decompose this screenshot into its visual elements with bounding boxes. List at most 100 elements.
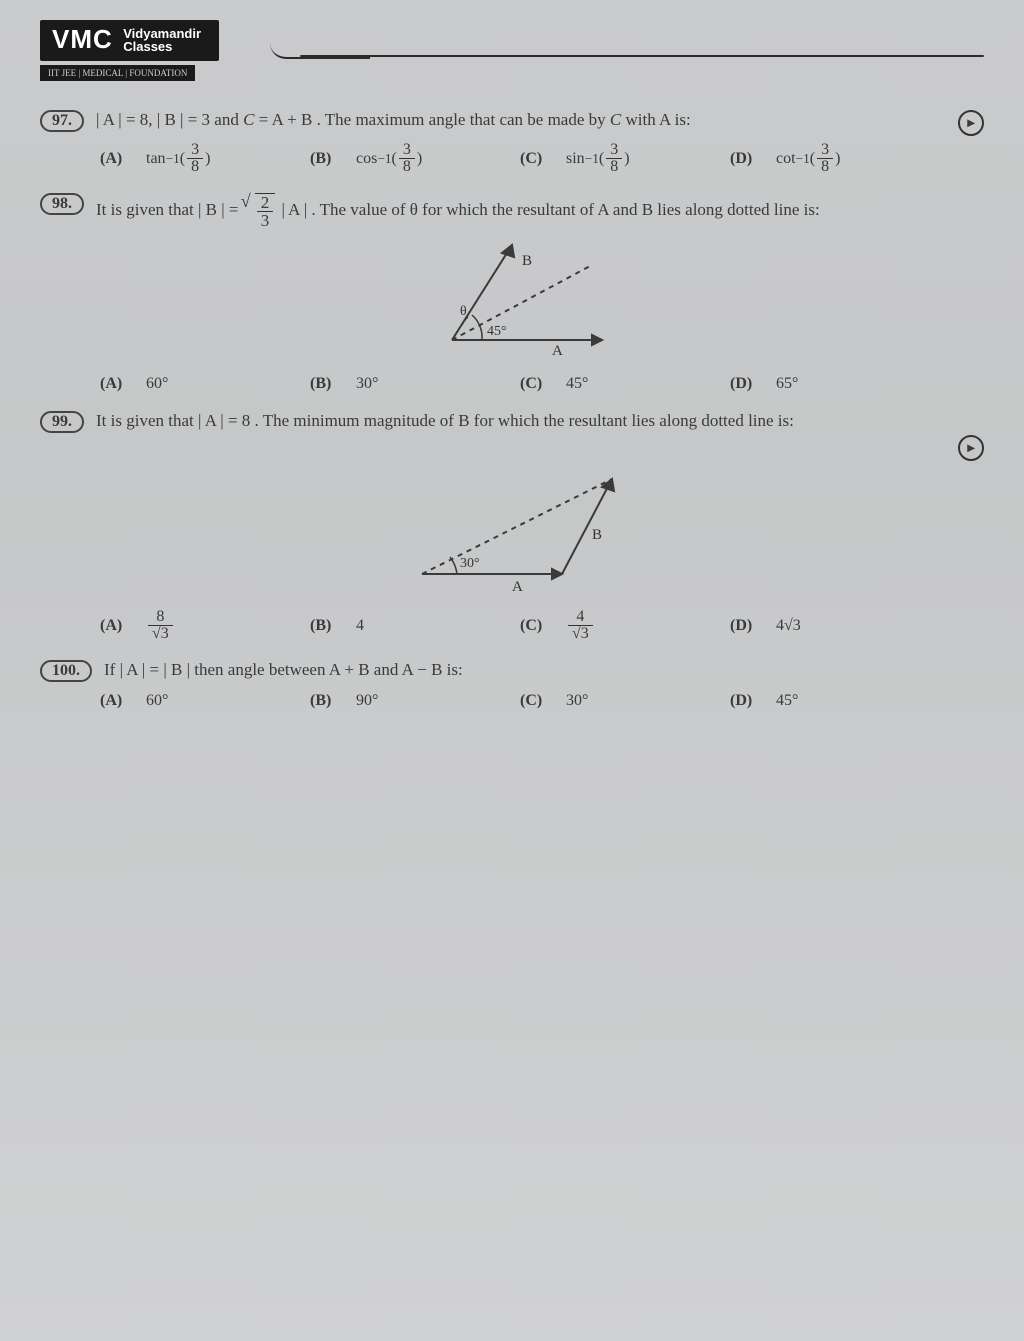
opt-val: 60° <box>146 375 168 393</box>
frac-den: 8 <box>817 159 833 175</box>
q97-vecC2: C <box>610 110 621 129</box>
fraction: 3 8 <box>187 142 203 175</box>
q99-opt-B: (B) 4 <box>310 617 480 635</box>
opt-label: (C) <box>520 150 548 168</box>
opt-val: 4 <box>356 617 364 635</box>
frac-den: 8 <box>187 159 203 175</box>
opt-label: (A) <box>100 375 128 393</box>
header-rule <box>300 55 984 57</box>
frac-num: 3 <box>817 142 833 159</box>
opt-val: 65° <box>776 375 798 393</box>
diagram-B-label: B <box>592 527 602 543</box>
question-97: ▸ 97. | A | = 8, | B | = 3 and C = A + B… <box>40 110 984 175</box>
opt-val: 45° <box>776 692 798 710</box>
opt-label: (C) <box>520 692 548 710</box>
opt-val: 4√3 <box>776 617 801 635</box>
frac-den: 8 <box>606 159 622 175</box>
q99-number: 99. <box>40 411 84 433</box>
opt-label: (D) <box>730 617 758 635</box>
q98-opt-C: (C) 45° <box>520 375 690 393</box>
logo-main: VMC <box>52 24 113 55</box>
diagram-A-label: A <box>552 343 563 359</box>
opt-label: (D) <box>730 692 758 710</box>
q98-opt-A: (A) 60° <box>100 375 270 393</box>
opt-fn: sin <box>566 150 585 168</box>
frac-num: 8 <box>148 609 173 626</box>
opt-label: (A) <box>100 617 128 635</box>
q98-diagram: B A 45° θ <box>402 235 622 365</box>
q99-options: (A) 8 √3 (B) 4 (C) 4 √3 (D) 4√3 <box>100 609 984 642</box>
opt-val: 90° <box>356 692 378 710</box>
q100-opt-A: (A) 60° <box>100 692 270 710</box>
opt-fn: tan <box>146 150 166 168</box>
fraction: 4 √3 <box>568 609 593 642</box>
fraction: 2 3 <box>255 193 276 229</box>
q97-opt-D: (D) cot−1 ( 3 8 ) <box>730 142 900 175</box>
logo-tagline: IIT JEE | MEDICAL | FOUNDATION <box>40 65 195 81</box>
q98-text-b: | A | . The value of θ for which the res… <box>281 200 819 219</box>
frac-den: √3 <box>568 626 593 642</box>
diagram-theta-label: θ <box>460 304 467 319</box>
question-99: ▸ 99. It is given that | A | = 8 . The m… <box>40 411 984 642</box>
frac-num: 3 <box>606 142 622 159</box>
q97-options: (A) tan−1 ( 3 8 ) (B) cos−1 ( 3 8 ) (C) … <box>100 142 984 175</box>
diagram-angle-label: 30° <box>460 556 480 571</box>
q97-vecC: C <box>243 110 254 129</box>
q99-opt-A: (A) 8 √3 <box>100 609 270 642</box>
fraction: 3 8 <box>399 142 415 175</box>
opt-label: (B) <box>310 375 338 393</box>
q99-opt-C: (C) 4 √3 <box>520 609 690 642</box>
q100-options: (A) 60° (B) 90° (C) 30° (D) 45° <box>100 692 984 710</box>
q100-opt-B: (B) 90° <box>310 692 480 710</box>
opt-val: 30° <box>356 375 378 393</box>
opt-fn: cot <box>776 150 796 168</box>
q100-number: 100. <box>40 660 92 682</box>
q97-opt-A: (A) tan−1 ( 3 8 ) <box>100 142 270 175</box>
opt-val: 60° <box>146 692 168 710</box>
q100-text: If | A | = | B | then angle between A + … <box>104 660 463 679</box>
frac-num: 2 <box>257 194 274 211</box>
frac-den-val: 3 <box>581 625 589 642</box>
logo-sub-line1: Vidyamandir <box>123 27 201 40</box>
diagram-B-label: B <box>522 253 532 269</box>
frac-den: 8 <box>399 159 415 175</box>
opt-val: 45° <box>566 375 588 393</box>
q97-text: | A | = 8, | B | = 3 and C = A + B . The… <box>96 110 691 129</box>
q98-text: It is given that | B | = 2 3 | A | . The… <box>96 200 820 219</box>
frac-den: 3 <box>257 211 274 229</box>
q98-opt-D: (D) 65° <box>730 375 900 393</box>
fraction: 3 8 <box>606 142 622 175</box>
q98-text-a: It is given that | B | = <box>96 200 243 219</box>
frac-num: 3 <box>187 142 203 159</box>
frac-num: 3 <box>399 142 415 159</box>
worksheet-page: VMC Vidyamandir Classes IIT JEE | MEDICA… <box>0 0 1024 1341</box>
opt-label: (A) <box>100 692 128 710</box>
frac-num: 4 <box>568 609 593 626</box>
opt-label: (B) <box>310 617 338 635</box>
sqrt-icon: 2 3 <box>243 193 278 229</box>
fraction: 3 8 <box>817 142 833 175</box>
q99-text: It is given that | A | = 8 . The minimum… <box>96 411 794 430</box>
frac-den-val: 3 <box>161 625 169 642</box>
opt-label: (D) <box>730 375 758 393</box>
q97-text-a: | A | = 8, | B | = 3 and <box>96 110 243 129</box>
play-icon: ▸ <box>958 435 984 461</box>
fraction: 8 √3 <box>148 609 173 642</box>
opt-label: (C) <box>520 617 548 635</box>
diagram-A-label: A <box>512 579 523 595</box>
opt-label: (B) <box>310 692 338 710</box>
logo-sub: Vidyamandir Classes <box>123 27 201 53</box>
diagram-angle-label: 45° <box>487 324 507 339</box>
opt-label: (A) <box>100 150 128 168</box>
logo-sub-line2: Classes <box>123 40 201 53</box>
q97-text-c: with A is: <box>626 110 691 129</box>
opt-label: (B) <box>310 150 338 168</box>
q98-opt-B: (B) 30° <box>310 375 480 393</box>
opt-label: (D) <box>730 150 758 168</box>
q99-opt-D: (D) 4√3 <box>730 617 900 635</box>
header-left: VMC Vidyamandir Classes IIT JEE | MEDICA… <box>40 20 984 81</box>
q100-opt-D: (D) 45° <box>730 692 900 710</box>
play-icon: ▸ <box>958 110 984 136</box>
q98-options: (A) 60° (B) 30° (C) 45° (D) 65° <box>100 375 984 393</box>
q97-opt-C: (C) sin−1 ( 3 8 ) <box>520 142 690 175</box>
